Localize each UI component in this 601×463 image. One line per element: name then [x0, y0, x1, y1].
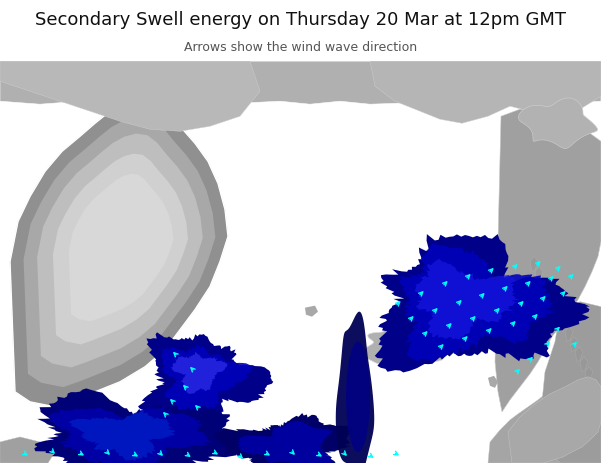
Polygon shape — [305, 306, 318, 317]
Polygon shape — [555, 307, 563, 322]
Polygon shape — [518, 98, 597, 149]
Polygon shape — [535, 267, 543, 282]
Polygon shape — [160, 344, 253, 412]
Polygon shape — [10, 99, 228, 407]
Polygon shape — [53, 154, 188, 344]
Text: Secondary Swell energy on Thursday 20 Mar at 12pm GMT: Secondary Swell energy on Thursday 20 Ma… — [35, 11, 566, 29]
Polygon shape — [560, 317, 568, 332]
Polygon shape — [336, 312, 374, 463]
Polygon shape — [575, 347, 583, 362]
Polygon shape — [37, 134, 203, 368]
Polygon shape — [361, 309, 450, 364]
Polygon shape — [495, 109, 601, 412]
Polygon shape — [540, 302, 601, 463]
Polygon shape — [0, 437, 55, 463]
Polygon shape — [488, 376, 498, 388]
Polygon shape — [585, 367, 593, 382]
Polygon shape — [530, 257, 538, 272]
Polygon shape — [23, 116, 215, 387]
Polygon shape — [400, 244, 556, 363]
Polygon shape — [346, 342, 370, 452]
Polygon shape — [370, 61, 601, 123]
Polygon shape — [508, 377, 601, 463]
Polygon shape — [580, 357, 588, 372]
Polygon shape — [68, 410, 175, 461]
Polygon shape — [415, 259, 520, 339]
Polygon shape — [48, 407, 213, 463]
Polygon shape — [171, 351, 227, 394]
Polygon shape — [138, 332, 273, 426]
Polygon shape — [0, 61, 601, 105]
Polygon shape — [545, 287, 553, 302]
Polygon shape — [69, 174, 173, 321]
Text: Arrows show the wind wave direction: Arrows show the wind wave direction — [184, 41, 417, 54]
Polygon shape — [212, 413, 354, 463]
Polygon shape — [0, 61, 260, 131]
Polygon shape — [488, 377, 601, 463]
Polygon shape — [540, 276, 548, 292]
Polygon shape — [375, 234, 590, 372]
Polygon shape — [550, 297, 558, 312]
Polygon shape — [570, 337, 578, 352]
Polygon shape — [237, 421, 334, 463]
Polygon shape — [34, 388, 250, 463]
Polygon shape — [565, 327, 573, 342]
